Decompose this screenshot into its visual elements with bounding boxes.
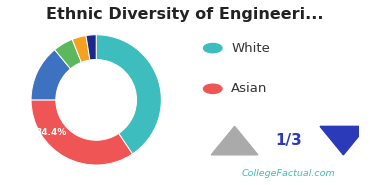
- Wedge shape: [72, 36, 90, 62]
- Wedge shape: [55, 39, 81, 69]
- Text: White: White: [231, 42, 270, 55]
- Text: 34.4%: 34.4%: [35, 128, 66, 137]
- Text: Ethnic Diversity of Engineeri...: Ethnic Diversity of Engineeri...: [46, 7, 324, 22]
- Wedge shape: [31, 100, 132, 165]
- Text: .6%: .6%: [54, 174, 73, 183]
- Text: Asian: Asian: [231, 82, 268, 95]
- Wedge shape: [86, 35, 96, 60]
- Polygon shape: [211, 126, 258, 155]
- Wedge shape: [96, 35, 161, 154]
- Wedge shape: [31, 50, 70, 100]
- Text: 1/3: 1/3: [276, 133, 302, 148]
- Text: CollegeFactual.com: CollegeFactual.com: [242, 169, 336, 178]
- Polygon shape: [320, 126, 367, 155]
